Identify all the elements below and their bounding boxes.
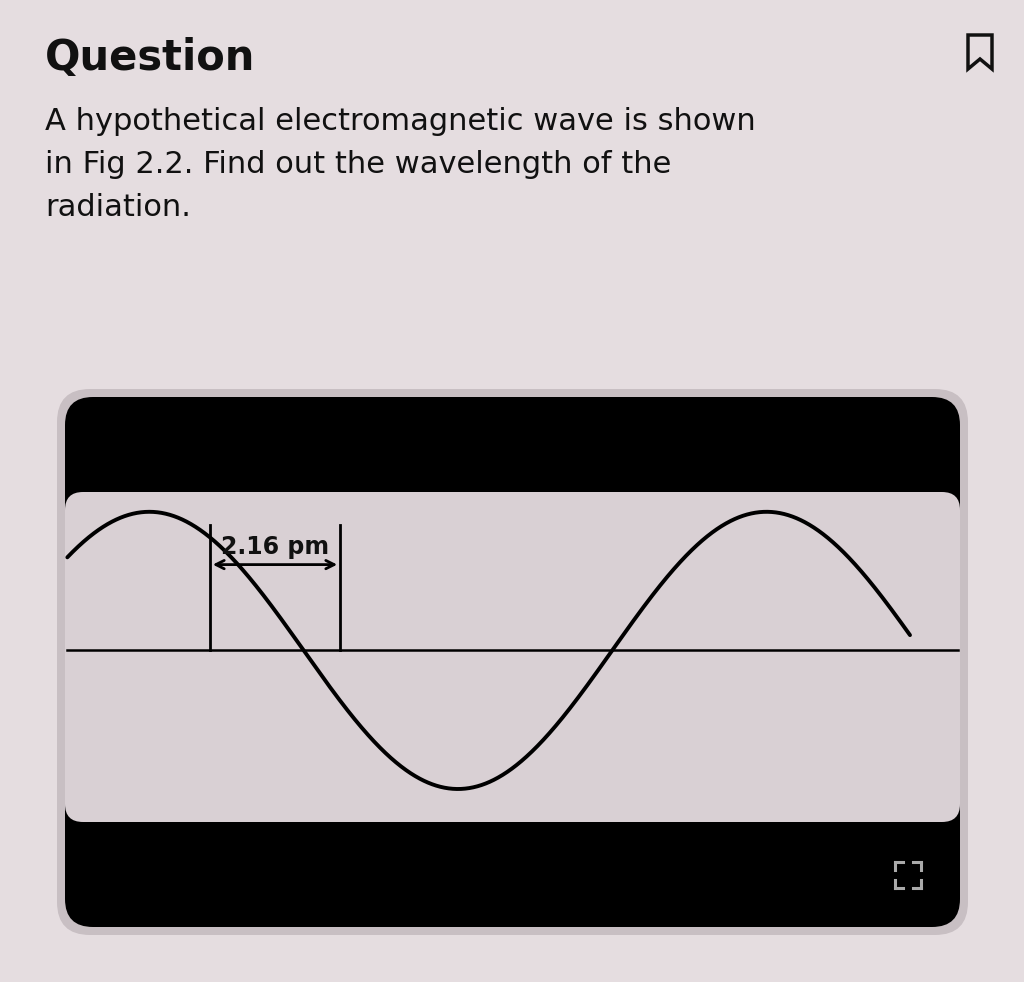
FancyBboxPatch shape [57,389,968,935]
FancyBboxPatch shape [65,492,961,822]
Text: 2.16 pm: 2.16 pm [221,534,329,559]
FancyBboxPatch shape [65,397,961,927]
Text: A hypothetical electromagnetic wave is shown
in Fig 2.2. Find out the wavelength: A hypothetical electromagnetic wave is s… [45,107,756,222]
Text: Question: Question [45,37,255,79]
